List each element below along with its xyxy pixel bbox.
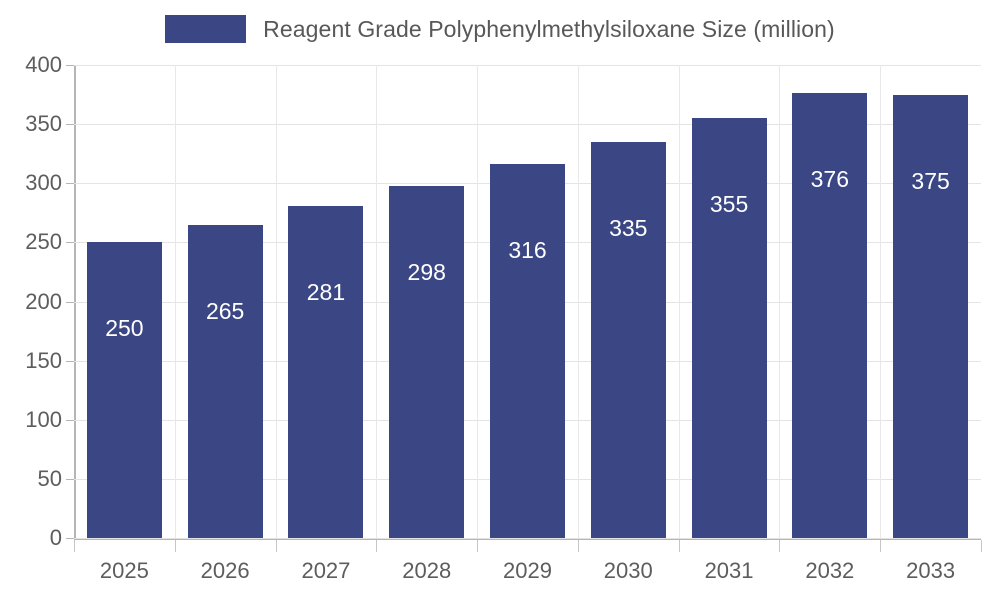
bar-value-label: 316 (508, 237, 547, 264)
x-tick-mark (174, 540, 176, 552)
x-tick-label: 2032 (805, 558, 855, 583)
x-tick-mark (477, 540, 479, 552)
gridline-vertical (275, 65, 277, 538)
y-tick-label: 50 (37, 465, 62, 491)
x-tick-label: 2029 (503, 558, 552, 583)
y-tick-mark (66, 419, 74, 421)
x-tick-mark (678, 540, 680, 552)
gridline-horizontal (74, 538, 981, 539)
y-tick-label: 200 (25, 288, 62, 314)
gridline-vertical (376, 65, 378, 538)
bar-value-label: 376 (810, 166, 850, 193)
x-tick-label: 2030 (603, 558, 653, 583)
bar[interactable] (691, 118, 767, 538)
x-tick-mark (779, 540, 781, 552)
gridline-vertical (477, 65, 479, 538)
bar-value-label: 298 (407, 258, 446, 285)
plot-area (74, 65, 981, 539)
bar[interactable] (288, 205, 364, 538)
bar[interactable] (389, 185, 465, 538)
x-tick-label: 2026 (200, 558, 250, 583)
y-tick-mark (66, 242, 74, 244)
bar[interactable] (187, 224, 263, 538)
x-tick-mark (880, 540, 882, 552)
x-tick-mark (981, 540, 982, 552)
x-tick-label: 2027 (301, 558, 351, 583)
x-axis-line (74, 538, 981, 540)
y-tick-label: 350 (25, 111, 62, 137)
bar[interactable] (86, 242, 162, 538)
gridline-vertical (577, 65, 579, 538)
bar-value-label: 265 (205, 297, 245, 324)
gridline-horizontal (74, 65, 981, 66)
x-tick-mark (577, 540, 579, 552)
gridline-vertical (174, 65, 176, 538)
y-tick-label: 100 (25, 406, 62, 432)
x-tick-mark (74, 540, 75, 552)
legend-color-swatch-icon (165, 15, 247, 43)
y-tick-label: 150 (25, 347, 62, 373)
gridline-vertical (678, 65, 680, 538)
bar-value-label: 375 (911, 167, 950, 194)
gridline-horizontal (74, 124, 981, 126)
y-tick-label: 0 (49, 525, 62, 550)
y-tick-label: 400 (25, 52, 62, 77)
y-tick-label: 300 (25, 170, 62, 196)
y-tick-mark (66, 124, 74, 126)
gridline-vertical (880, 65, 882, 538)
y-tick-mark (66, 65, 74, 66)
gridline-vertical (779, 65, 781, 538)
x-tick-label: 2033 (906, 558, 956, 583)
y-tick-mark (66, 183, 74, 185)
bar-value-label: 250 (105, 315, 144, 342)
x-tick-label: 2025 (99, 558, 149, 583)
bar[interactable] (893, 94, 969, 538)
x-tick-label: 2028 (402, 558, 452, 583)
bar-value-label: 335 (609, 214, 648, 241)
y-tick-mark (66, 301, 74, 303)
bar[interactable] (490, 164, 565, 538)
y-tick-mark (66, 478, 74, 480)
y-tick-label: 250 (25, 229, 62, 255)
x-tick-mark (376, 540, 378, 552)
legend-item-label: Reagent Grade Polyphenylmethylsiloxane S… (263, 15, 835, 42)
bar-value-label: 281 (306, 278, 346, 305)
x-tick-mark (275, 540, 277, 552)
bar-value-label: 355 (709, 191, 749, 218)
bar[interactable] (792, 93, 868, 538)
y-tick-mark (66, 538, 74, 539)
chart-legend: Reagent Grade Polyphenylmethylsiloxane S… (0, 0, 1000, 58)
bar[interactable] (590, 141, 666, 538)
y-tick-mark (66, 360, 74, 362)
legend-item[interactable]: Reagent Grade Polyphenylmethylsiloxane S… (165, 15, 835, 43)
x-tick-label: 2031 (704, 558, 754, 583)
